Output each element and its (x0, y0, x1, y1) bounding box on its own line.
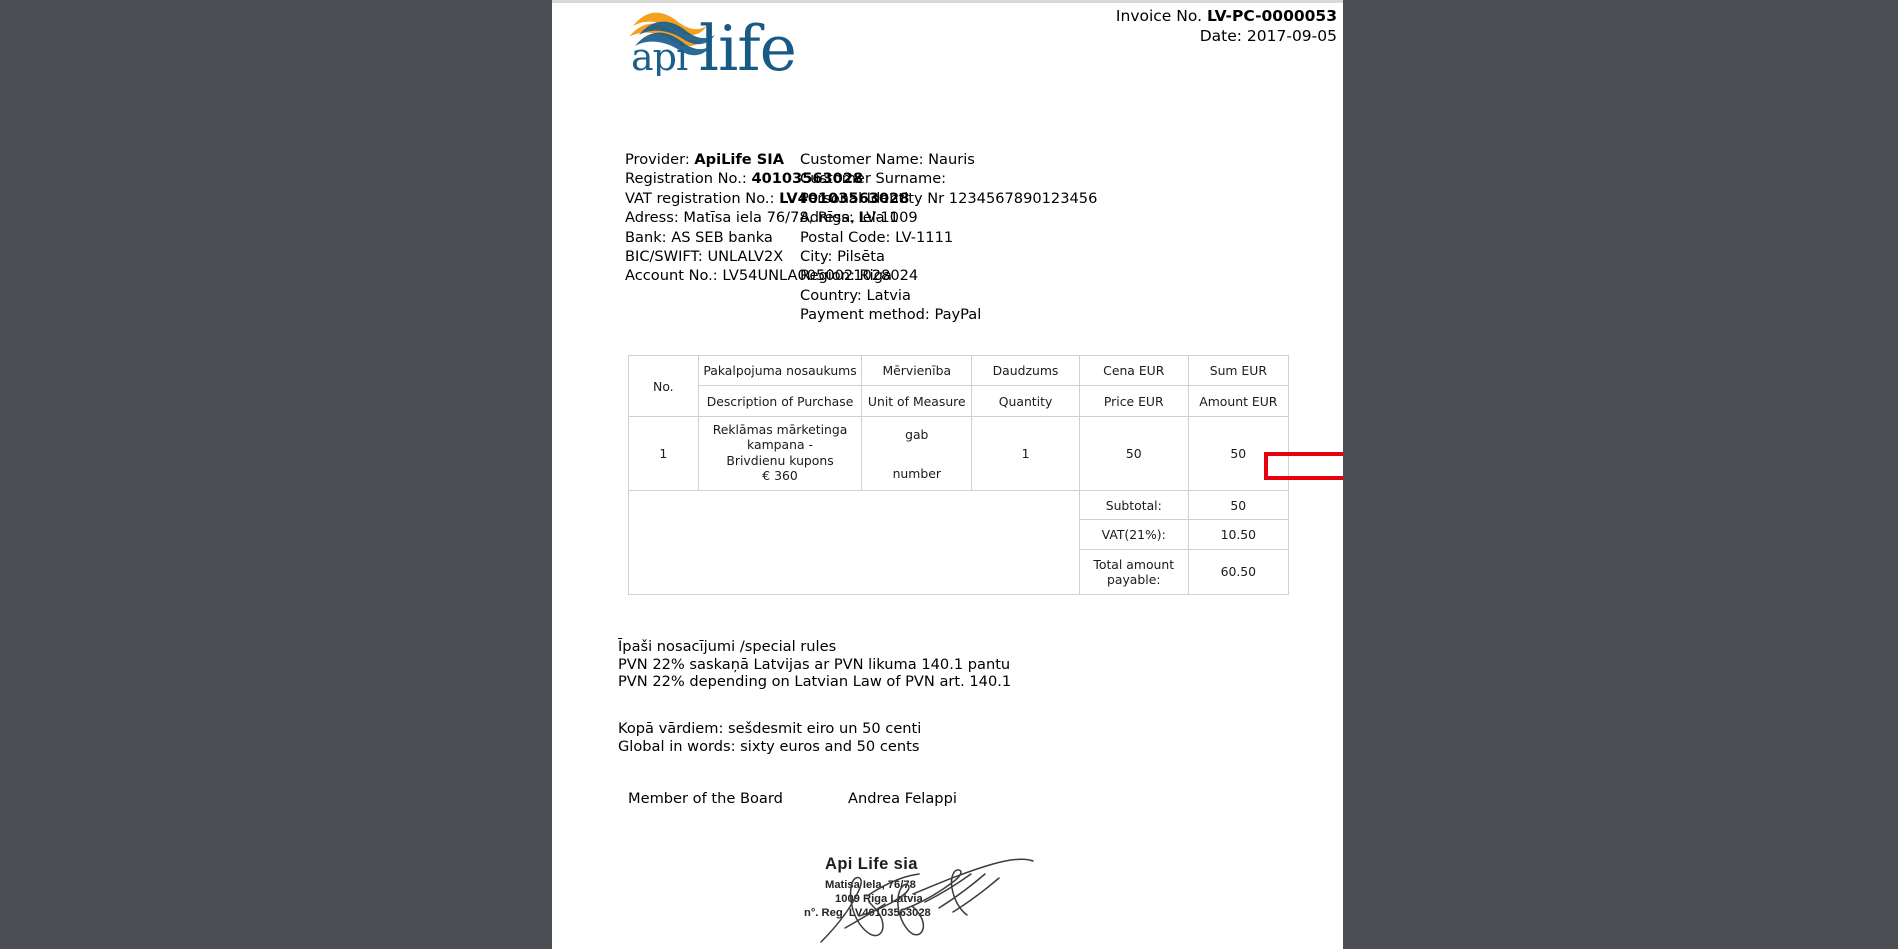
handwritten-signature (820, 858, 1034, 943)
invoice-document-page: api life Invoice No. LV-PC-0000053 Date:… (552, 0, 1343, 949)
apilife-logo: api life (625, 4, 840, 85)
totals-row-vat: VAT(21%): 10.50 (629, 519, 1290, 550)
customer-line-identity: Personal Identity Nr 1234567890123456 (800, 189, 1098, 207)
table-empty-area (628, 490, 1080, 595)
special-rules-line-title: Īpaši nosacījumi /special rules (618, 638, 837, 655)
row-cell-description: Reklāmas mārketinga kampana - Brivdienu … (697, 416, 863, 491)
totals-label-subtotal: Subtotal: (1078, 489, 1189, 521)
amount-in-words-en: Global in words: sixty euros and 50 cent… (618, 737, 920, 755)
provider-value-registration: 40103563028 (751, 170, 864, 188)
provider-value-swift: UNLALV2X (707, 248, 784, 266)
stamp-title: Api Life sia (825, 855, 918, 873)
invoice-date-value: 2017-09-05 (1246, 27, 1337, 45)
member-of-the-board-label: Member of the Board (628, 790, 783, 807)
header-cell-quantity-lv: Daudzums (971, 355, 1080, 386)
provider-line-account: Account No.: LV54UNLA0050021028024 (625, 266, 918, 285)
totals-value-vat: 10.50 (1187, 519, 1290, 550)
provider-line-vat: VAT registration No.: LV40103563028 (625, 189, 918, 208)
customer-line-name: Customer Name: Nauris (800, 151, 975, 168)
header-cell-quantity-en: Quantity (971, 385, 1080, 417)
invoice-number-value: LV-PC-0000053 (1206, 7, 1337, 25)
totals-row-subtotal: Subtotal: 50 (628, 489, 1290, 595)
provider-line-name: Provider: ApiLife SIA (625, 150, 918, 169)
invoice-items-table: No. Pakalpojuma nosaukums Mērvienība Dau… (628, 355, 1290, 596)
customer-details: Customer Name: Nauris Customer Surname: … (800, 150, 1097, 325)
totals-label-vat: VAT(21%): (1078, 519, 1189, 550)
customer-line-city: City: Pilsēta (800, 248, 885, 266)
header-unit-line2: Measure (912, 393, 966, 409)
row-cell-quantity: 1 (971, 416, 1080, 491)
provider-label-swift: BIC/SWIFT: (625, 248, 703, 266)
special-rules-line-en: PVN 22% depending on Latvian Law of PVN … (618, 673, 1012, 691)
invoice-meta: Invoice No. LV-PC-0000053 Date: 2017-09-… (882, 6, 1337, 46)
provider-value-name: ApiLife SIA (694, 151, 784, 168)
header-cell-price-lv: Cena EUR (1078, 355, 1189, 386)
row-cell-unit: gab number (861, 416, 973, 491)
totals-label-total-line1: Total amount (1093, 556, 1175, 572)
header-unit-line1: Unit of (867, 393, 909, 409)
header-cell-unit-lv: Mērvienība (861, 355, 973, 386)
svg-text:life: life (699, 12, 796, 76)
page-top-edge (552, 0, 1343, 3)
provider-value-address: Matīsa iela 76/78, Rīga, LV-1009 (683, 209, 918, 227)
description-line2-highlighted: Brivdienu kupons € 360 (726, 453, 834, 483)
invoice-date-label: Date: (1199, 27, 1242, 45)
unit-stack: gab number (865, 427, 968, 481)
company-stamp: Api Life sia Matisa Iela, 76/78 1009 Rig… (804, 850, 1047, 949)
customer-line-address: Adress: Iela 1 (800, 209, 899, 227)
svg-text:api: api (631, 35, 688, 76)
table-header-row-lv: No. Pakalpojuma nosaukums Mērvienība Dau… (628, 355, 1290, 417)
special-rules-line-lv: PVN 22% saskaņā Latvijas ar PVN likuma 1… (618, 655, 1011, 673)
invoice-number-label: Invoice No. (1115, 7, 1202, 25)
provider-label-registration: Registration No.: (625, 170, 747, 188)
header-cell-description-en: Description of Purchase (697, 385, 863, 417)
invoice-number-line: Invoice No. LV-PC-0000053 (882, 6, 1337, 26)
amount-in-words-lv: Kopā vārdiem: sešdesmit eiro un 50 centi (618, 720, 922, 737)
provider-line-bank: Bank: AS SEB banka (625, 228, 918, 247)
customer-line-country: Country: Latvia (800, 286, 911, 304)
amount-in-words-block: Kopā vārdiem: sešdesmit eiro un 50 centi… (618, 720, 921, 755)
unit-value-en: number (892, 465, 941, 481)
totals-value-subtotal: 50 (1187, 489, 1290, 521)
table-row: 1 Reklāmas mārketinga kampana - Brivdien… (628, 416, 1290, 491)
totals-value-total: 60.50 (1187, 548, 1290, 596)
invoice-date-line: Date: 2017-09-05 (882, 26, 1337, 46)
customer-line-payment: Payment method: PayPal (800, 306, 982, 324)
totals-row-total: Total amount payable: 60.50 (629, 548, 1290, 596)
header-cell-unit-en: Unit of Measure (861, 385, 973, 417)
provider-line-swift: BIC/SWIFT: UNLALV2X (625, 247, 918, 266)
table-header-row-en: Description of Purchase Unit of Measure … (629, 385, 1290, 417)
row-cell-price: 50 (1078, 416, 1189, 491)
provider-label-account: Account No.: (625, 267, 718, 285)
header-cell-sum-lv: Sum EUR (1187, 355, 1290, 386)
customer-line-surname: Customer Surname: (800, 170, 947, 188)
row-cell-no: 1 (628, 416, 699, 491)
description-text: Reklāmas mārketinga kampana - Brivdienu … (702, 422, 859, 483)
provider-value-vat: LV40103563028 (779, 189, 910, 207)
provider-details: Provider: ApiLife SIA Registration No.: … (625, 150, 918, 286)
provider-label-name: Provider: (625, 151, 690, 168)
provider-line-address: Adress: Matīsa iela 76/78, Rīga, LV-1009 (625, 208, 918, 227)
header-cell-sum-en: Amount EUR (1187, 385, 1290, 417)
totals-label-total-line2: payable: (1107, 571, 1161, 587)
provider-label-vat: VAT registration No.: (625, 189, 775, 207)
header-cell-price-en: Price EUR (1078, 385, 1189, 417)
header-cell-no: No. (628, 355, 699, 417)
provider-value-bank: AS SEB banka (671, 228, 773, 246)
description-line1: Reklāmas mārketinga kampana - (712, 422, 848, 452)
unit-value-lv: gab (905, 426, 929, 442)
provider-line-registration: Registration No.: 40103563028 (625, 169, 918, 188)
customer-line-postal-code: Postal Code: LV-1111 (800, 228, 954, 246)
row-cell-sum: 50 (1187, 416, 1290, 491)
member-of-the-board-name: Andrea Felappi (848, 790, 957, 807)
provider-label-bank: Bank: (625, 228, 667, 246)
provider-label-address: Adress: (625, 209, 679, 227)
customer-line-region: Region: Riga (800, 267, 892, 285)
special-rules-block: Īpaši nosacījumi /special rules PVN 22% … (618, 638, 1011, 691)
provider-value-account: LV54UNLA0050021028024 (722, 267, 919, 285)
header-cell-description-lv: Pakalpojuma nosaukums (697, 355, 863, 386)
totals-label-total: Total amount payable: (1078, 548, 1189, 596)
